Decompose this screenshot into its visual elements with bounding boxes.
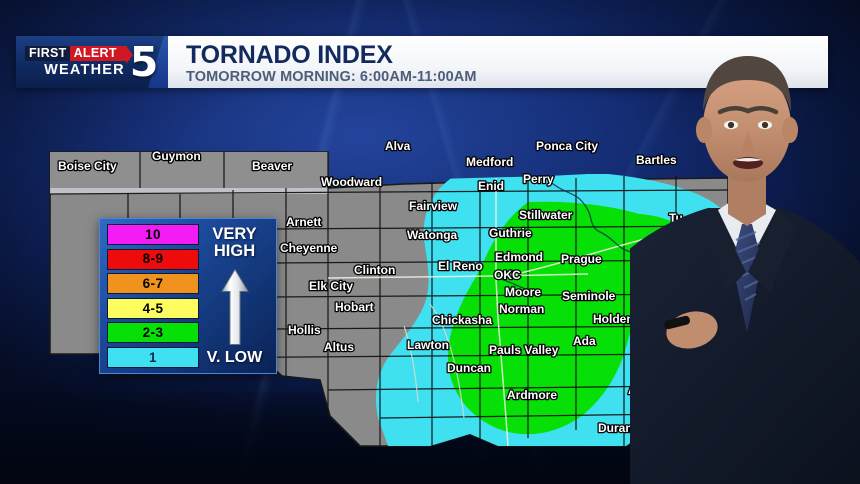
city-label-duncan: Duncan	[447, 361, 491, 375]
city-label-ardmore: Ardmore	[507, 388, 557, 402]
city-label-hollis: Hollis	[288, 323, 321, 337]
city-label-guymon: Guymon	[152, 149, 201, 163]
graphic-header-bar: FIRST ALERT WEATHER 5 TORNADO INDEX TOMO…	[16, 36, 828, 88]
city-label-seminole: Seminole	[562, 289, 616, 303]
city-label-cheyenne: Cheyenne	[280, 241, 338, 255]
city-label-prague: Prague	[561, 252, 602, 266]
city-label-arnett: Arnett	[286, 215, 321, 229]
city-label-stillwater: Stillwater	[519, 208, 573, 222]
page-title: TORNADO INDEX	[186, 40, 393, 69]
header-text-block: TORNADO INDEX TOMORROW MORNING: 6:00AM-1…	[168, 36, 477, 88]
city-label-alva: Alva	[385, 139, 411, 153]
city-label-durant: Durant	[598, 421, 637, 435]
scale-up-arrow-icon	[220, 268, 250, 346]
city-label-edmond: Edmond	[495, 250, 543, 264]
logo-first-text: FIRST	[25, 45, 70, 62]
logo-weather-text: WEATHER	[44, 62, 125, 79]
city-label-boise-city: Boise City	[58, 159, 117, 173]
logo-alert-text: ALERT	[69, 45, 133, 64]
city-label-fairview: Fairview	[409, 199, 458, 213]
legend-swatch-8-9[interactable]: 8-9	[107, 248, 199, 270]
city-label-watonga: Watonga	[407, 228, 458, 242]
city-label-chickasha: Chickasha	[432, 313, 492, 327]
legend-high-label: VERY HIGH	[212, 225, 257, 261]
logo-text: FIRST ALERT WEATHER	[25, 45, 133, 79]
city-label-enid: Enid	[478, 179, 504, 193]
city-label-medford: Medford	[466, 155, 513, 169]
legend-swatch-column: 10 8-9 6-7 4-5 2-3 1	[107, 224, 199, 368]
legend-scale-column: VERY HIGH V. LOW	[199, 224, 270, 368]
city-label-perry: Perry	[523, 172, 554, 186]
city-label-moore: Moore	[505, 285, 541, 299]
city-label-lawton: Lawton	[407, 338, 449, 352]
page-subtitle: TOMORROW MORNING: 6:00AM-11:00AM	[186, 69, 477, 86]
city-label-norman: Norman	[499, 302, 544, 316]
legend-swatch-2-3[interactable]: 2-3	[107, 322, 199, 344]
city-label-okc: OKC	[494, 268, 521, 282]
legend-swatch-4-5[interactable]: 4-5	[107, 297, 199, 319]
city-label-clinton: Clinton	[354, 263, 395, 277]
city-label-guthrie: Guthrie	[489, 226, 532, 240]
city-label-el-reno: El Reno	[438, 259, 483, 273]
city-label-pauls-valley: Pauls Valley	[489, 343, 559, 357]
legend-swatch-6-7[interactable]: 6-7	[107, 273, 199, 295]
logo-first-alert-row: FIRST ALERT	[25, 45, 133, 64]
legend-swatch-1[interactable]: 1	[107, 346, 199, 368]
city-label-hobart: Hobart	[335, 300, 374, 314]
city-label-beaver: Beaver	[252, 159, 292, 173]
meteorologist-presenter	[610, 0, 860, 484]
city-label-bartles: Bartles	[636, 153, 677, 167]
tornado-index-legend[interactable]: 10 8-9 6-7 4-5 2-3 1 VERY HIGH V. LOW	[99, 218, 277, 374]
logo-weather-row: WEATHER	[25, 62, 127, 78]
city-label-altus: Altus	[324, 340, 354, 354]
logo-channel-number: 5	[129, 37, 159, 86]
city-label-ponca-city: Ponca City	[536, 139, 598, 153]
city-label-ada: Ada	[573, 334, 596, 348]
city-label-woodward: Woodward	[321, 175, 382, 189]
legend-low-label: V. LOW	[206, 349, 263, 366]
station-logo[interactable]: FIRST ALERT WEATHER 5	[16, 36, 168, 88]
legend-swatch-10[interactable]: 10	[107, 224, 199, 245]
city-label-elk-city: Elk City	[309, 279, 353, 293]
